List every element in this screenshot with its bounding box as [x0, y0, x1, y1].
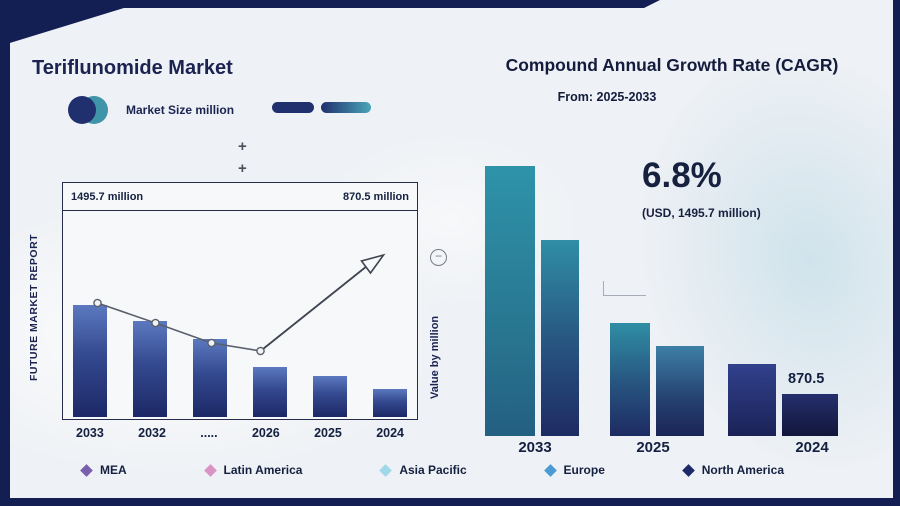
frame-top-bar [0, 0, 660, 8]
frame-bottom-bar [0, 498, 900, 506]
market-size-chart-panel: 1495.7 million 870.5 million [62, 182, 418, 420]
pill-gradient-icon [321, 102, 371, 113]
legend-label: Europe [563, 463, 605, 477]
step-decoration [603, 281, 646, 296]
year-label: ..... [200, 426, 218, 440]
year-label: 2026 [251, 426, 280, 440]
market-size-bar [373, 389, 407, 417]
legend-item: North America [681, 463, 784, 477]
year-label: 2032 [138, 426, 166, 440]
year-label: 2033 [76, 426, 104, 440]
value-axis-label: Value by million [429, 315, 441, 399]
legend-label: Latin America [223, 463, 303, 477]
pill-dark-icon [272, 102, 314, 113]
right-year-label-2025: 2025 [636, 439, 670, 456]
left-year-labels: 2033 2032..... 2026 2025 2024 [62, 426, 418, 440]
legend-label: North America [701, 463, 784, 477]
legend-diamond-icon [80, 463, 93, 477]
cagr-bar [610, 323, 650, 436]
zoom-out-icon: − [430, 249, 447, 266]
legend-label: Asia Pacific [399, 463, 467, 477]
market-size-bar [73, 305, 107, 417]
legend-item: MEA [80, 463, 127, 477]
legend-pills [272, 102, 371, 113]
cylinder-icon [68, 96, 108, 124]
value-callout-870: 870.5 [788, 371, 825, 387]
frame-right-bar [893, 0, 900, 506]
legend-item: Latin America [203, 463, 303, 477]
year-label: 2025 [314, 426, 342, 440]
panel-header: 1495.7 million 870.5 million [63, 183, 417, 211]
market-size-bar [193, 339, 227, 417]
legend-label: MEA [100, 463, 127, 477]
legend-diamond-icon [379, 463, 393, 477]
legend-item: Europe [543, 463, 605, 477]
cagr-value: 6.8% [642, 156, 722, 195]
frame-corner-accent [0, 0, 150, 46]
right-year-label-2033: 2033 [518, 439, 552, 456]
left-bars [73, 305, 407, 417]
legend-item: Asia Pacific [379, 463, 467, 477]
cagr-basis: (USD, 1495.7 million) [642, 206, 761, 220]
bottom-legend: MEA Latin America Asia Pacific Europe North … [80, 463, 784, 477]
market-size-end-label: 870.5 million [342, 190, 409, 203]
legend-diamond-icon [681, 463, 695, 477]
market-size-label: Market Size million [126, 103, 235, 117]
market-size-start-label: 1495.7 million [71, 190, 144, 203]
legend-diamond-icon [203, 463, 217, 477]
plus-mark-icon: + [238, 138, 247, 155]
cagr-title: Compound Annual Growth Rate (CAGR) [505, 55, 839, 75]
market-size-bar [133, 321, 167, 417]
future-market-report-label: FUTURE MARKET REPORT [28, 233, 40, 381]
trend-line-arrow-icon [93, 253, 386, 356]
year-label: 2024 [376, 426, 404, 440]
market-size-bar [253, 367, 287, 417]
plus-mark-icon: + [238, 160, 247, 177]
legend-diamond-icon [543, 463, 557, 477]
market-size-legend: Market Size million [64, 94, 234, 126]
right-year-label-2024: 2024 [795, 439, 829, 456]
cagr-subtitle: From: 2025-2033 [557, 90, 657, 104]
market-title: Teriflunomide Market [32, 57, 233, 79]
frame-left-bar [0, 0, 10, 506]
market-size-plot [63, 211, 417, 417]
market-size-bar [313, 376, 347, 417]
